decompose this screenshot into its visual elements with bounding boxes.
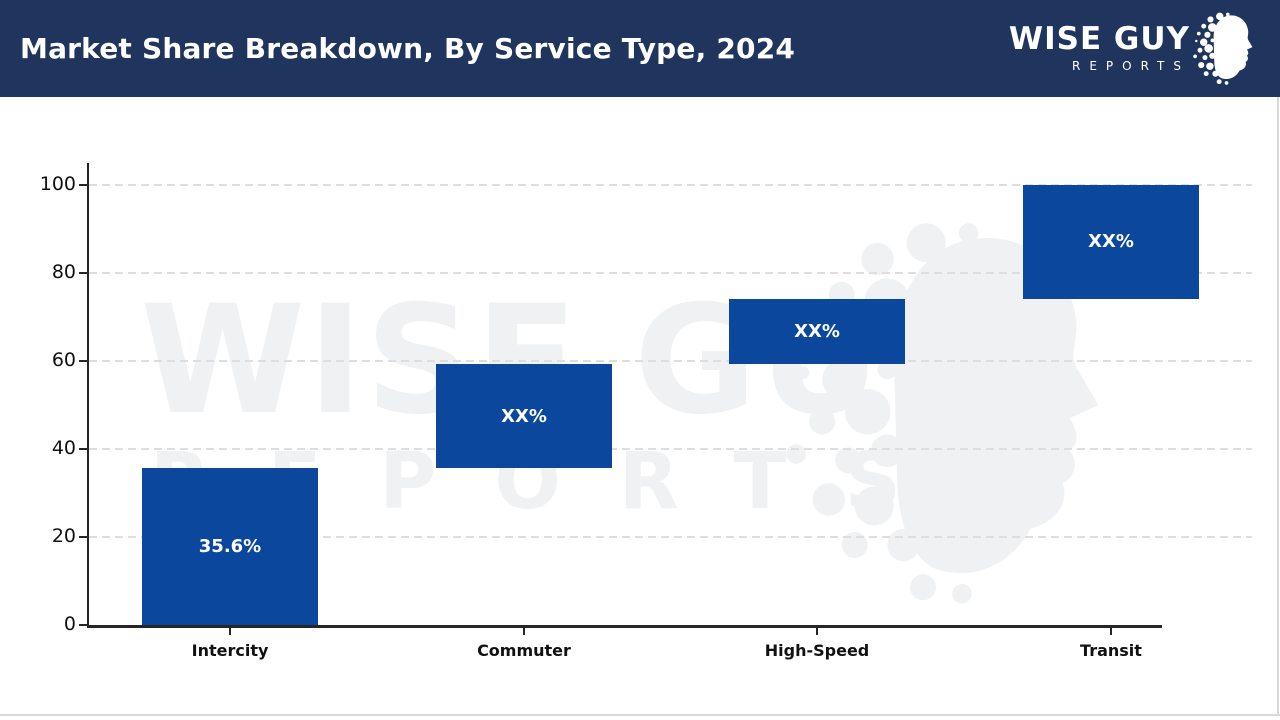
y-tick-label: 0 — [63, 613, 76, 635]
y-tick-mark — [79, 536, 87, 538]
bar-intercity: 35.6% — [142, 468, 318, 625]
y-tick-mark — [79, 448, 87, 450]
gridline-y20 — [89, 536, 1252, 538]
y-axis-spine — [87, 163, 89, 628]
bar-commuter: XX% — [436, 364, 612, 469]
y-tick-mark — [79, 360, 87, 362]
y-tick-label: 60 — [51, 349, 76, 371]
y-tick-mark — [79, 272, 87, 274]
x-axis-line — [87, 625, 1162, 628]
y-tick-mark — [79, 624, 87, 626]
bar-value-label: XX% — [501, 405, 547, 427]
brand-logo-text: WISE GUY REPORTS — [1008, 21, 1190, 74]
y-tick-label: 100 — [39, 173, 76, 195]
x-tick-mark — [816, 628, 818, 635]
x-tick-mark — [229, 628, 231, 635]
x-category-label: Commuter — [477, 641, 571, 660]
x-category-label: Transit — [1080, 641, 1142, 660]
gridline-y100 — [89, 184, 1252, 186]
x-tick-mark — [1110, 628, 1112, 635]
gridline-y60 — [89, 360, 1252, 362]
brand-logo: WISE GUY REPORTS — [1009, 12, 1266, 86]
x-category-label: High-Speed — [764, 641, 870, 660]
y-tick-label: 80 — [51, 261, 76, 283]
brand-subtitle: REPORTS — [1071, 59, 1190, 73]
watermark-face-dots — [786, 223, 1099, 604]
x-category-label: Intercity — [191, 641, 269, 660]
bottom-border-line — [0, 714, 1280, 716]
brand-face-icon — [1193, 12, 1253, 85]
brand-name: WISE GUY — [1008, 21, 1190, 57]
y-tick-mark — [79, 184, 87, 186]
right-border-line — [1277, 97, 1279, 716]
chart-title: Market Share Breakdown, By Service Type,… — [20, 32, 796, 65]
y-tick-label: 40 — [51, 437, 76, 459]
header: Market Share Breakdown, By Service Type,… — [0, 0, 1280, 97]
gridline-y80 — [89, 272, 1252, 274]
gridline-y40 — [89, 448, 1252, 450]
bar-value-label: 35.6% — [198, 536, 262, 558]
bar-value-label: XX% — [794, 320, 840, 342]
bar-value-label: XX% — [1088, 231, 1134, 253]
bar-transit: XX% — [1023, 185, 1199, 299]
y-tick-label: 20 — [51, 525, 76, 547]
bar-high-speed: XX% — [729, 298, 905, 365]
x-tick-mark — [523, 628, 525, 635]
